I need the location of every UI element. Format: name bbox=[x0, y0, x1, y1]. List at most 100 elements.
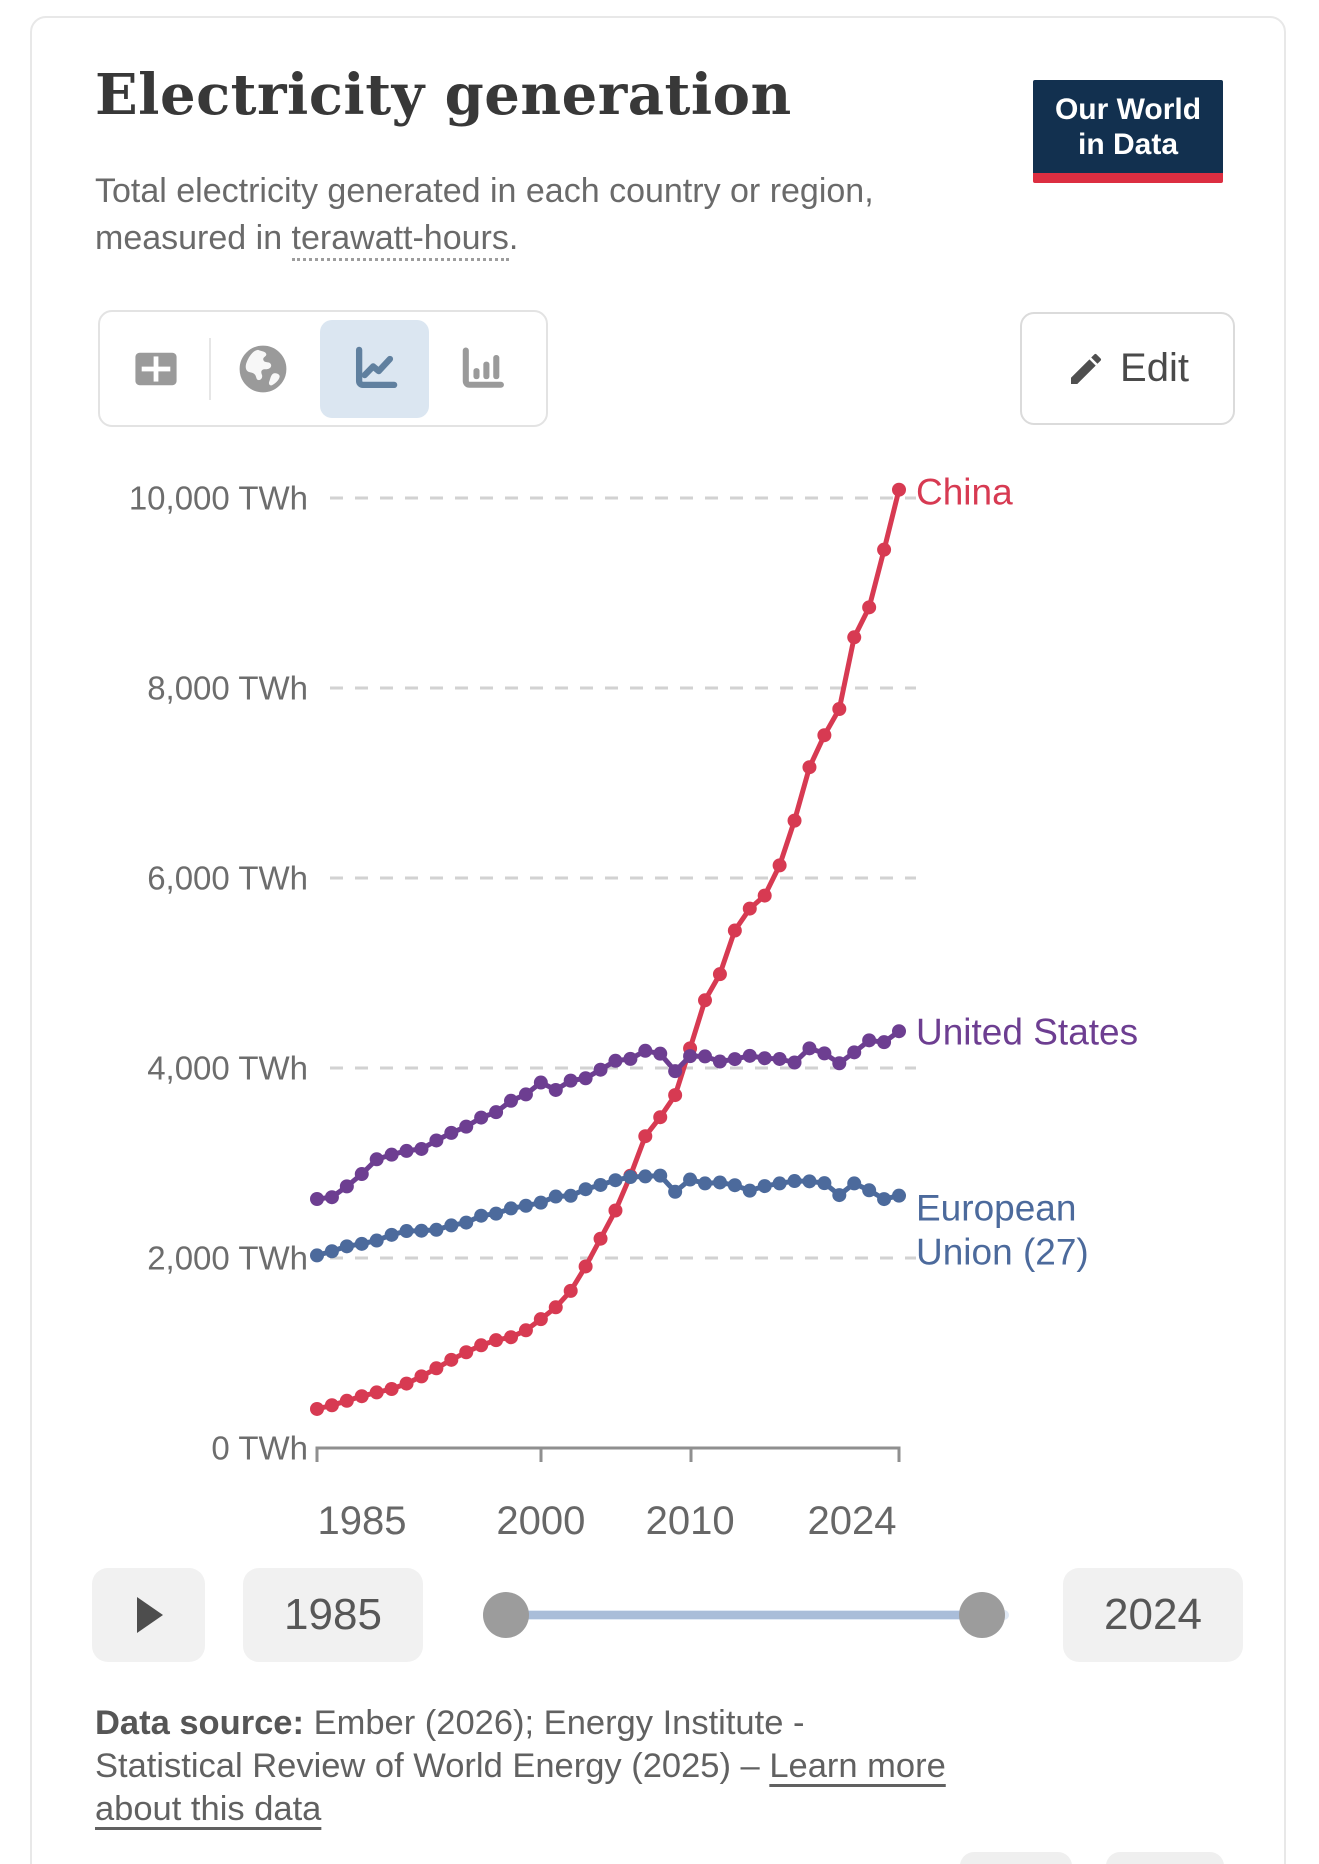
data-point[interactable] bbox=[892, 1024, 906, 1039]
data-point[interactable] bbox=[339, 1239, 354, 1254]
data-point[interactable] bbox=[563, 1073, 578, 1088]
data-point[interactable] bbox=[354, 1236, 369, 1251]
data-point[interactable] bbox=[324, 1244, 339, 1259]
data-point[interactable] bbox=[369, 1385, 384, 1400]
action-button-partial-2[interactable] bbox=[1106, 1852, 1224, 1864]
data-point[interactable] bbox=[324, 1398, 339, 1413]
data-point[interactable] bbox=[817, 728, 832, 743]
data-point[interactable] bbox=[742, 1183, 757, 1198]
data-point[interactable] bbox=[578, 1259, 593, 1274]
action-button-partial-1[interactable] bbox=[960, 1852, 1072, 1864]
data-point[interactable] bbox=[727, 1052, 742, 1067]
data-point[interactable] bbox=[563, 1188, 578, 1203]
data-point[interactable] bbox=[772, 1051, 787, 1066]
data-point[interactable] bbox=[608, 1203, 623, 1218]
data-point[interactable] bbox=[757, 1051, 772, 1066]
series-line-united-states[interactable] bbox=[314, 1028, 902, 1202]
play-button[interactable] bbox=[92, 1568, 205, 1662]
data-point[interactable] bbox=[862, 600, 877, 615]
data-point[interactable] bbox=[459, 1215, 474, 1230]
series-line-european-union-27-[interactable] bbox=[314, 1173, 902, 1258]
data-point[interactable] bbox=[354, 1167, 369, 1182]
data-point[interactable] bbox=[504, 1201, 518, 1216]
data-point[interactable] bbox=[757, 888, 772, 903]
data-point[interactable] bbox=[623, 1170, 638, 1185]
data-point[interactable] bbox=[802, 760, 817, 775]
data-point[interactable] bbox=[548, 1189, 563, 1204]
data-point[interactable] bbox=[310, 1192, 324, 1207]
bar-chart-view-button[interactable] bbox=[432, 320, 532, 418]
data-point[interactable] bbox=[712, 967, 727, 982]
data-point[interactable] bbox=[698, 1176, 712, 1191]
data-point[interactable] bbox=[862, 1033, 877, 1048]
data-point[interactable] bbox=[653, 1168, 668, 1183]
data-point[interactable] bbox=[339, 1179, 354, 1194]
map-view-button[interactable] bbox=[213, 320, 313, 418]
data-point[interactable] bbox=[892, 482, 906, 497]
data-point[interactable] bbox=[832, 1188, 847, 1203]
data-point[interactable] bbox=[698, 1049, 712, 1064]
data-point[interactable] bbox=[847, 1045, 862, 1060]
data-point[interactable] bbox=[742, 1048, 757, 1063]
data-point[interactable] bbox=[533, 1195, 548, 1210]
data-point[interactable] bbox=[548, 1082, 563, 1097]
data-point[interactable] bbox=[563, 1283, 578, 1298]
data-point[interactable] bbox=[593, 1062, 608, 1077]
line-chart-view-button[interactable] bbox=[320, 320, 429, 418]
data-point[interactable] bbox=[489, 1333, 504, 1348]
data-point[interactable] bbox=[429, 1133, 444, 1148]
data-point[interactable] bbox=[474, 1110, 489, 1125]
data-point[interactable] bbox=[593, 1231, 608, 1246]
data-point[interactable] bbox=[817, 1176, 832, 1191]
data-point[interactable] bbox=[802, 1041, 817, 1056]
data-point[interactable] bbox=[444, 1352, 459, 1367]
data-point[interactable] bbox=[310, 1248, 324, 1263]
owid-logo[interactable]: Our World in Data bbox=[1033, 80, 1223, 183]
series-label-european-union-27-[interactable]: Union (27) bbox=[916, 1232, 1089, 1273]
data-point[interactable] bbox=[354, 1389, 369, 1404]
data-point[interactable] bbox=[638, 1129, 653, 1144]
learn-more-link[interactable]: Learn more bbox=[769, 1746, 946, 1785]
data-point[interactable] bbox=[369, 1233, 384, 1248]
data-point[interactable] bbox=[324, 1190, 339, 1205]
data-point[interactable] bbox=[533, 1312, 548, 1327]
data-point[interactable] bbox=[787, 1055, 802, 1070]
data-point[interactable] bbox=[698, 993, 712, 1008]
data-point[interactable] bbox=[578, 1182, 593, 1197]
timeline-track-active[interactable] bbox=[506, 1611, 982, 1619]
data-point[interactable] bbox=[608, 1173, 623, 1188]
data-point[interactable] bbox=[384, 1382, 399, 1397]
data-point[interactable] bbox=[399, 1376, 414, 1391]
table-view-button[interactable] bbox=[106, 320, 206, 418]
data-point[interactable] bbox=[429, 1361, 444, 1376]
data-point[interactable] bbox=[444, 1125, 459, 1140]
data-point[interactable] bbox=[444, 1218, 459, 1233]
data-point[interactable] bbox=[862, 1183, 877, 1198]
line-chart-canvas[interactable]: 0 TWh 2,000 TWh 4,000 TWh 6,000 TWh 8,000 TW… bbox=[0, 430, 1319, 1570]
data-point[interactable] bbox=[742, 901, 757, 916]
data-point[interactable] bbox=[399, 1224, 414, 1239]
data-point[interactable] bbox=[548, 1300, 563, 1315]
data-point[interactable] bbox=[832, 701, 847, 716]
data-point[interactable] bbox=[384, 1147, 399, 1162]
data-point[interactable] bbox=[339, 1393, 354, 1408]
data-point[interactable] bbox=[653, 1110, 668, 1125]
data-point[interactable] bbox=[638, 1043, 653, 1058]
data-point[interactable] bbox=[877, 542, 892, 557]
data-point[interactable] bbox=[892, 1188, 906, 1203]
data-point[interactable] bbox=[459, 1119, 474, 1134]
data-point[interactable] bbox=[623, 1051, 638, 1066]
data-point[interactable] bbox=[414, 1223, 429, 1238]
timeline-start-handle[interactable] bbox=[483, 1592, 529, 1638]
data-point[interactable] bbox=[712, 1175, 727, 1190]
data-point[interactable] bbox=[414, 1141, 429, 1156]
data-point[interactable] bbox=[504, 1093, 518, 1108]
learn-more-link-line2[interactable]: about this data bbox=[95, 1789, 322, 1828]
series-line-china[interactable] bbox=[314, 487, 902, 1412]
series-label-united-states[interactable]: United States bbox=[916, 1012, 1138, 1053]
edit-button[interactable]: Edit bbox=[1020, 312, 1235, 425]
data-point[interactable] bbox=[504, 1330, 518, 1345]
data-point[interactable] bbox=[832, 1056, 847, 1071]
data-point[interactable] bbox=[414, 1369, 429, 1384]
data-point[interactable] bbox=[459, 1345, 474, 1360]
